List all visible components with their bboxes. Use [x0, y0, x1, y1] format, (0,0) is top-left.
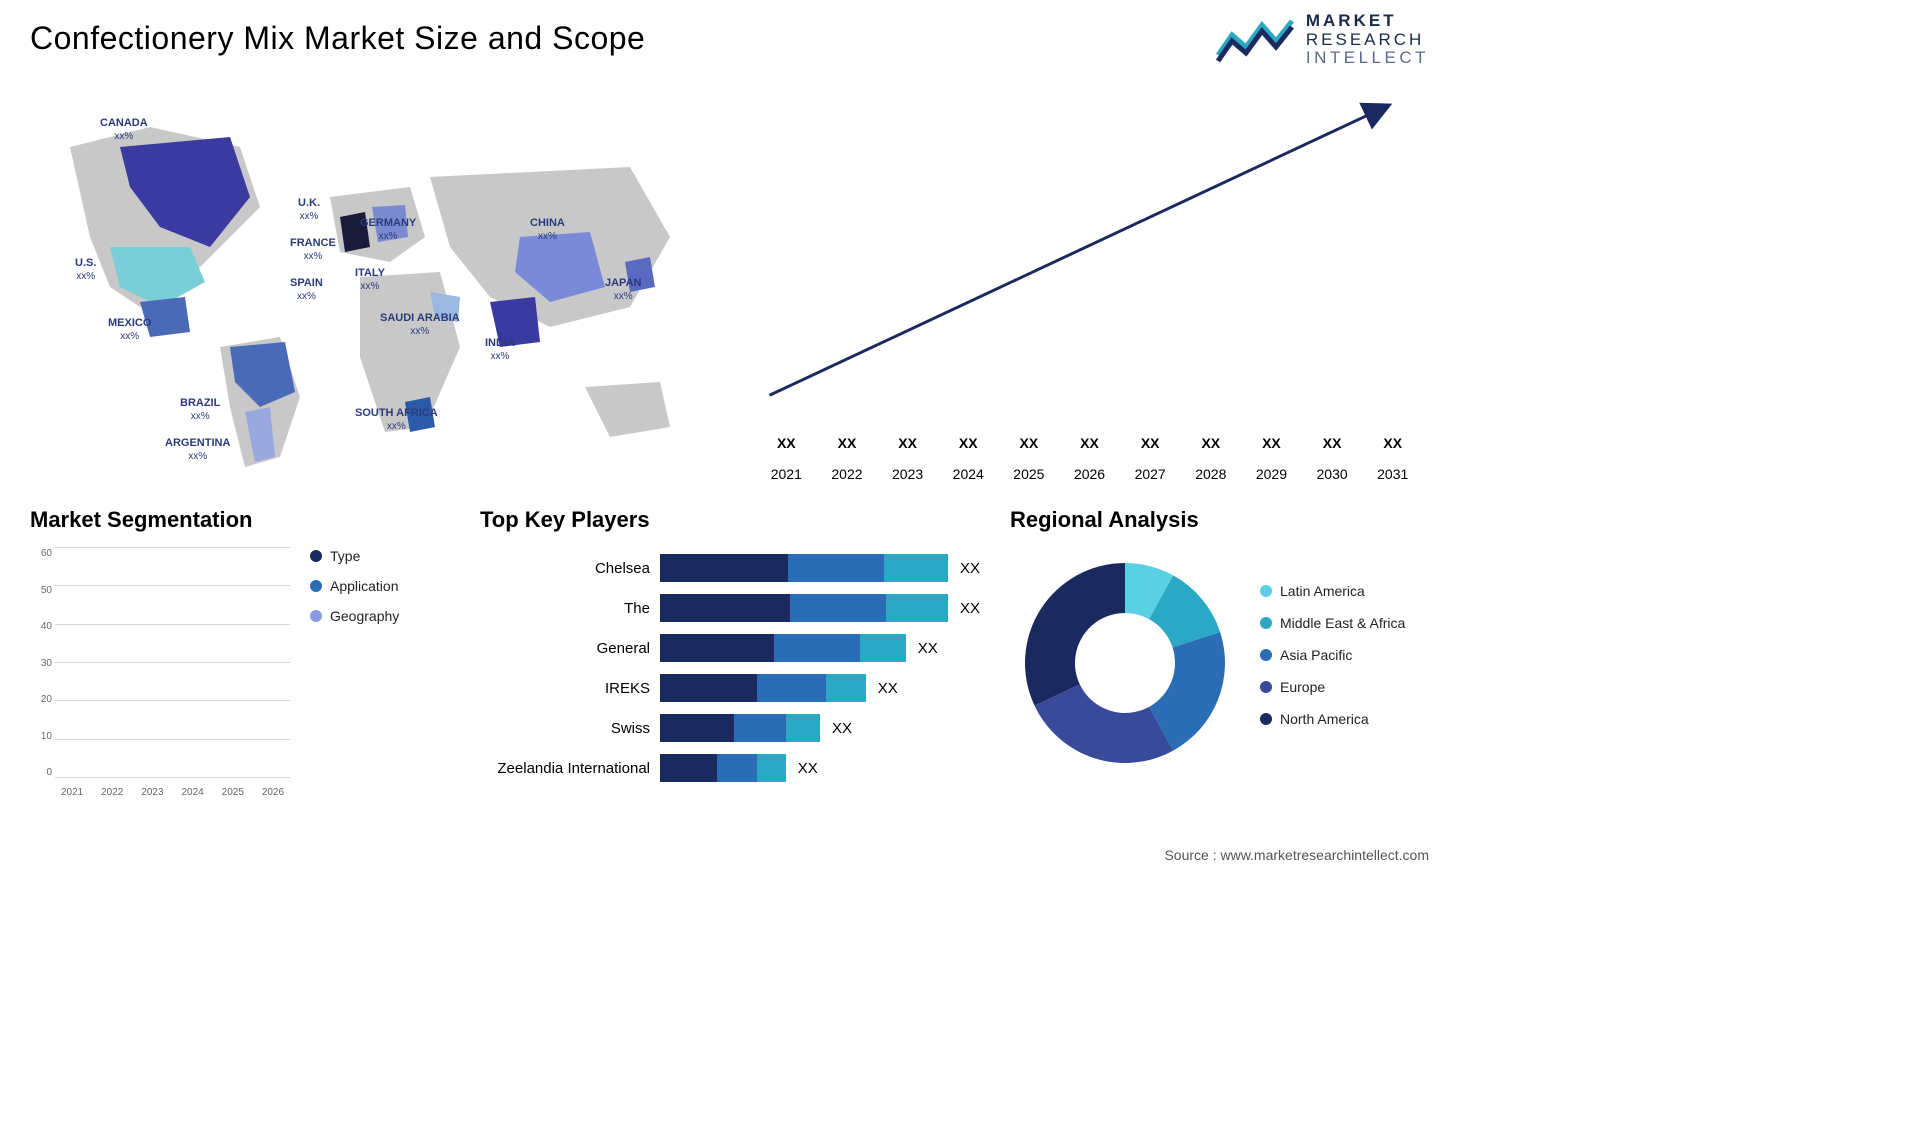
regional-panel: Regional Analysis Latin America Middle Ea… [1010, 507, 1429, 798]
x-axis-label: 2027 [1124, 466, 1177, 482]
x-axis-label: 2030 [1306, 466, 1359, 482]
x-axis-label: 2026 [256, 787, 290, 798]
player-bar-row: XX [660, 754, 980, 782]
player-bar-row: XX [660, 714, 980, 742]
player-bar-row: XX [660, 674, 980, 702]
map-label: BRAZILxx% [180, 397, 220, 423]
legend-item: Asia Pacific [1260, 647, 1405, 663]
logo-line-1: MARKET [1306, 12, 1429, 31]
segmentation-panel: Market Segmentation 0102030405060 202120… [30, 507, 450, 798]
brand-logo: MARKET RESEARCH INTELLECT [1216, 12, 1429, 68]
x-axis-label: 2028 [1184, 466, 1237, 482]
regional-title: Regional Analysis [1010, 507, 1429, 533]
x-axis-label: 2024 [942, 466, 995, 482]
x-axis-label: 2021 [760, 466, 813, 482]
map-label: CANADAxx% [100, 117, 148, 143]
legend-item: Europe [1260, 679, 1405, 695]
player-bar-row: XX [660, 554, 980, 582]
player-bar-row: XX [660, 594, 980, 622]
map-label: INDIAxx% [485, 337, 515, 363]
players-chart: XX XX XX XX XX XX [660, 548, 980, 788]
donut-slice [1035, 684, 1174, 763]
x-axis-label: 2026 [1063, 466, 1116, 482]
player-label: IREKS [480, 680, 650, 697]
legend-item: Latin America [1260, 583, 1405, 599]
player-label: The [480, 600, 650, 617]
regional-donut-chart [1010, 548, 1240, 778]
map-label: ARGENTINAxx% [165, 437, 230, 463]
map-label: ITALYxx% [355, 267, 385, 293]
x-axis-label: 2023 [881, 466, 934, 482]
world-map-panel: CANADAxx% U.S.xx% MEXICOxx% BRAZILxx% ARGENT… [30, 87, 710, 487]
x-axis-label: 2025 [216, 787, 250, 798]
map-label: U.K.xx% [298, 197, 320, 223]
map-label: JAPANxx% [605, 277, 641, 303]
map-label: GERMANYxx% [360, 217, 416, 243]
logo-line-3: INTELLECT [1306, 49, 1429, 68]
x-axis-label: 2029 [1245, 466, 1298, 482]
x-axis-label: 2021 [55, 787, 89, 798]
donut-slice [1025, 563, 1125, 706]
legend-item: Geography [310, 608, 399, 624]
legend-item: Type [310, 548, 399, 564]
segmentation-chart: 0102030405060 202120222023202420252026 [30, 548, 290, 798]
player-label: Zeelandia International [480, 760, 650, 777]
regional-legend: Latin America Middle East & Africa Asia Pa… [1260, 583, 1405, 743]
x-axis-label: 2022 [95, 787, 129, 798]
x-axis-label: 2022 [821, 466, 874, 482]
players-panel: Top Key Players Chelsea The General IREKS Sw… [480, 507, 980, 798]
players-title: Top Key Players [480, 507, 980, 533]
legend-item: Application [310, 578, 399, 594]
players-labels: Chelsea The General IREKS Swiss Zeelandia Int… [480, 548, 650, 788]
map-label: SAUDI ARABIAxx% [380, 312, 460, 338]
segmentation-title: Market Segmentation [30, 507, 450, 533]
map-label: CHINAxx% [530, 217, 565, 243]
x-axis-label: 2031 [1366, 466, 1419, 482]
legend-item: Middle East & Africa [1260, 615, 1405, 631]
map-label: FRANCExx% [290, 237, 336, 263]
map-label: SPAINxx% [290, 277, 323, 303]
legend-item: North America [1260, 711, 1405, 727]
source-label: Source : www.marketresearchintellect.com [1164, 847, 1429, 863]
map-label: SOUTH AFRICAxx% [355, 407, 438, 433]
logo-mark-icon [1216, 15, 1296, 65]
map-label: U.S.xx% [75, 257, 96, 283]
player-label: General [480, 640, 650, 657]
player-label: Chelsea [480, 560, 650, 577]
segmentation-legend: Type Application Geography [310, 548, 399, 798]
map-label: MEXICOxx% [108, 317, 151, 343]
player-bar-row: XX [660, 634, 980, 662]
market-growth-chart: XXXXXXXXXXXXXXXXXXXXXX 20212022202320242… [740, 87, 1429, 487]
player-label: Swiss [480, 720, 650, 737]
x-axis-label: 2025 [1003, 466, 1056, 482]
x-axis-label: 2024 [176, 787, 210, 798]
x-axis-label: 2023 [135, 787, 169, 798]
logo-line-2: RESEARCH [1306, 31, 1429, 50]
